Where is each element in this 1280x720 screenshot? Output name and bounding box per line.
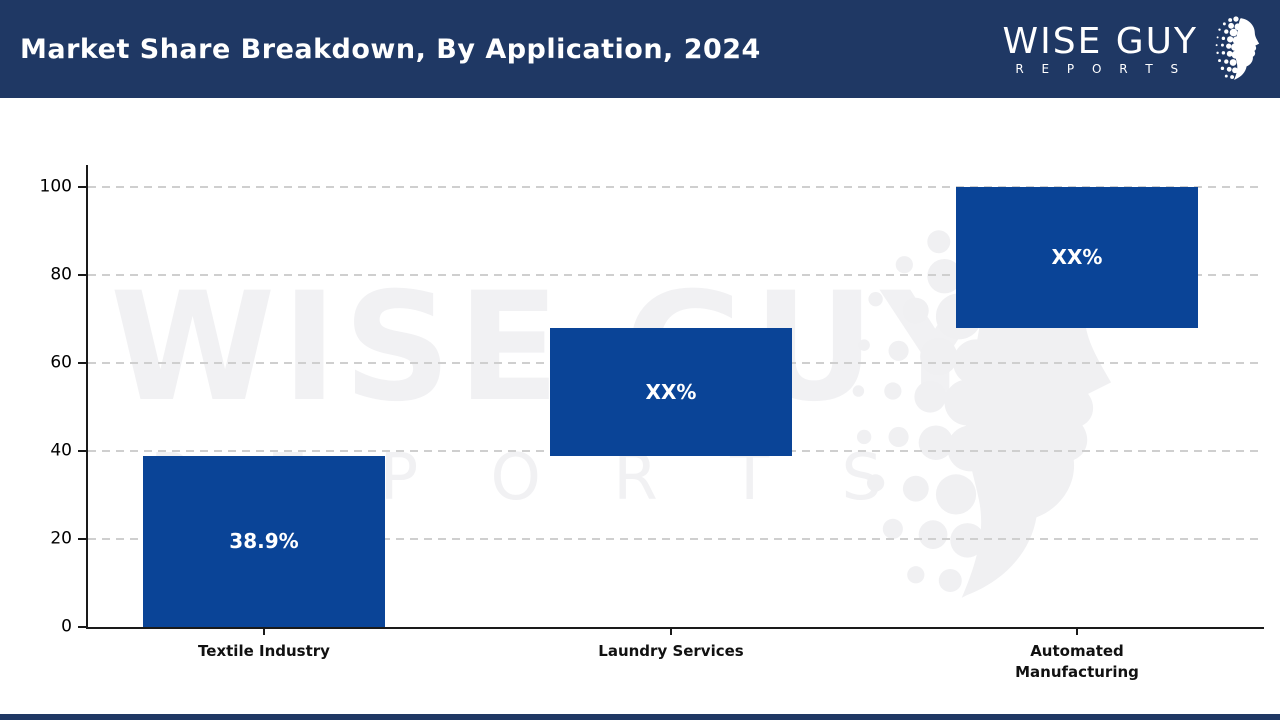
bar-label: XX% <box>1051 245 1103 270</box>
bar: 38.9% <box>143 455 385 627</box>
logo-text: WISE GUY R E P O R T S <box>1002 20 1199 76</box>
y-tick-mark <box>78 186 86 188</box>
watermark-wordmark: WISE GUY <box>110 261 996 435</box>
logo-wordmark: WISE GUY <box>1002 20 1198 62</box>
bar-label: XX% <box>645 379 697 404</box>
x-category-label: Automated Manufacturing <box>1015 642 1139 681</box>
chart-area: WISE GUY R E P O R T S 0 20 40 60 80 100 38.9%… <box>0 98 1280 714</box>
y-tick-label: 60 <box>50 352 72 373</box>
y-tick-label: 80 <box>50 264 72 285</box>
page-title: Market Share Breakdown, By Application, … <box>20 33 761 65</box>
gridline <box>88 186 1262 188</box>
bar-label: 38.9% <box>229 529 299 554</box>
header-bar: Market Share Breakdown, By Application, … <box>0 0 1280 98</box>
y-tick-label: 100 <box>39 176 72 197</box>
y-tick-label: 40 <box>50 440 72 461</box>
wise-guy-reports-logo: WISE GUY R E P O R T S <box>1003 15 1265 83</box>
y-tick-mark <box>78 274 86 276</box>
y-tick-mark <box>78 362 86 364</box>
plot-area: 0 20 40 60 80 100 38.9% Textile Industry XX% Laun… <box>40 165 1264 681</box>
bar: XX% <box>550 327 792 456</box>
x-axis-line <box>86 627 1264 629</box>
y-tick-mark <box>78 450 86 452</box>
logo-face-icon <box>1215 16 1260 80</box>
x-tick-mark <box>1076 627 1078 635</box>
gridline <box>88 538 1262 540</box>
bar: XX% <box>956 187 1198 328</box>
y-tick-mark <box>78 626 86 628</box>
y-tick-label: 20 <box>50 528 72 549</box>
y-tick-label: 0 <box>61 616 72 637</box>
footer-bar <box>0 714 1280 720</box>
x-category-label: Textile Industry <box>198 642 330 660</box>
gridline <box>88 274 1262 276</box>
x-tick-mark <box>670 627 672 635</box>
y-tick-mark <box>78 538 86 540</box>
logo-subtitle: R E P O R T S <box>1015 61 1186 76</box>
x-tick-mark <box>263 627 265 635</box>
x-category-label: Laundry Services <box>598 642 744 660</box>
y-axis-line <box>86 165 88 629</box>
